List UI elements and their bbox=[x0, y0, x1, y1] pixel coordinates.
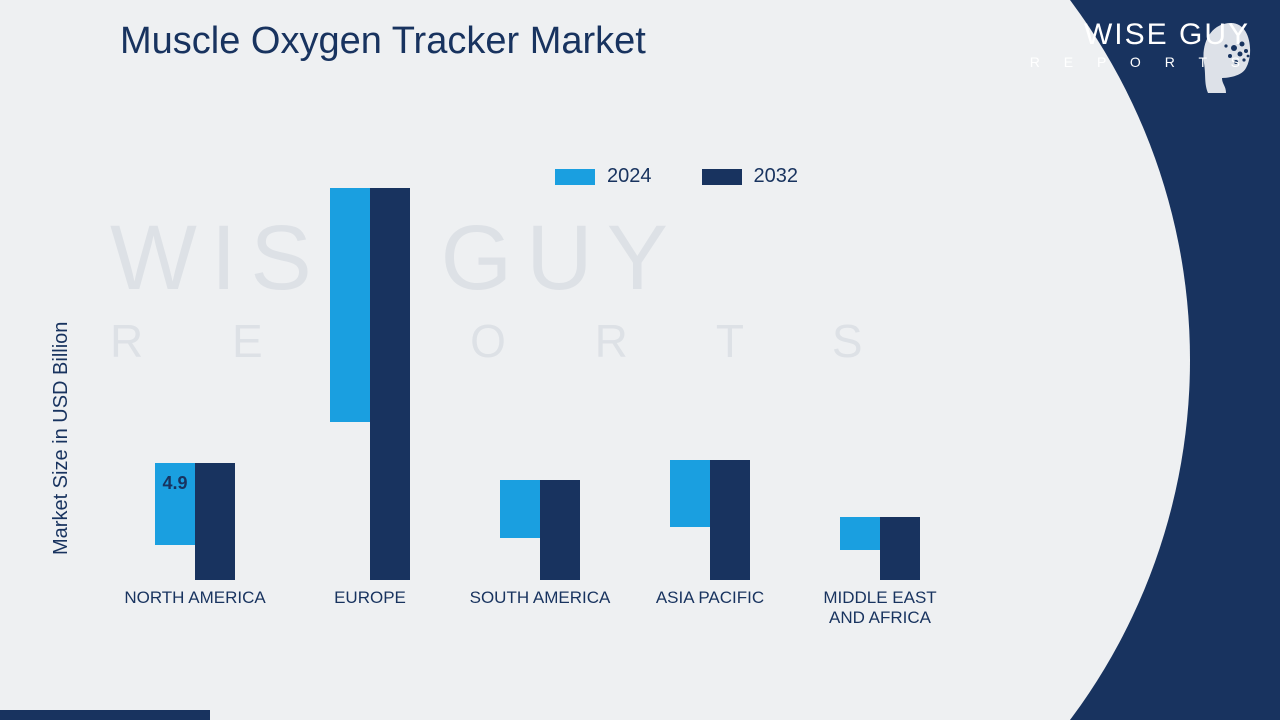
logo-line1: WISE GUY bbox=[1030, 18, 1250, 52]
category-label: ASIA PACIFIC bbox=[635, 588, 785, 608]
chart-plot-area: 4.9 bbox=[100, 180, 920, 580]
category-label: NORTH AMERICA bbox=[120, 588, 270, 608]
bar bbox=[710, 460, 750, 580]
chart-title: Muscle Oxygen Tracker Market bbox=[120, 20, 646, 63]
bottom-accent-bar bbox=[0, 710, 210, 720]
logo-line2: R E P O R T S bbox=[1030, 54, 1250, 70]
bar bbox=[370, 188, 410, 580]
brand-logo: WISE GUY R E P O R T S bbox=[1030, 18, 1250, 70]
bar bbox=[500, 480, 540, 538]
bar-group bbox=[635, 460, 785, 580]
category-labels-row: NORTH AMERICA EUROPE SOUTH AMERICA ASIA PAC… bbox=[100, 580, 920, 700]
bar bbox=[880, 517, 920, 580]
bar bbox=[670, 460, 710, 527]
bar bbox=[540, 480, 580, 580]
bar bbox=[330, 188, 370, 421]
bar-group bbox=[295, 188, 445, 580]
category-label: EUROPE bbox=[295, 588, 445, 608]
bar bbox=[195, 463, 235, 580]
bar bbox=[840, 517, 880, 550]
category-label: SOUTH AMERICA bbox=[465, 588, 615, 608]
bar-group bbox=[805, 517, 955, 580]
bar-data-label: 4.9 bbox=[162, 473, 187, 494]
page-root: WISE GUY R E P O R T S Muscle Oxygen Tra… bbox=[0, 0, 1280, 720]
y-axis-label: Market Size in USD Billion bbox=[50, 322, 73, 555]
bar-group bbox=[465, 480, 615, 580]
category-label: MIDDLE EAST AND AFRICA bbox=[805, 588, 955, 629]
bar-group bbox=[120, 463, 270, 580]
